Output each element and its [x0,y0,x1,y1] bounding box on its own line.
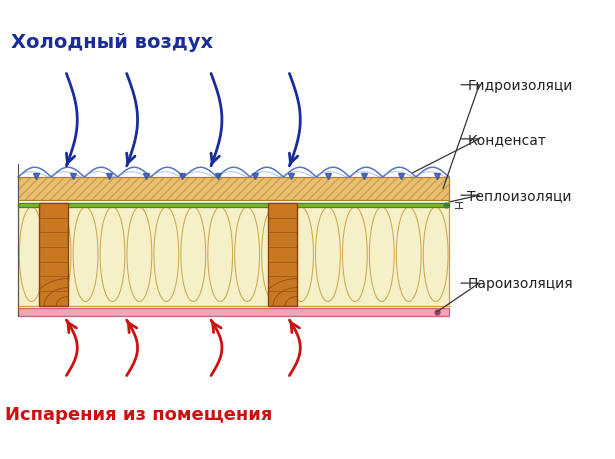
Text: Гидроизоляци: Гидроизоляци [467,78,573,93]
Bar [268,203,297,306]
Bar [39,203,68,306]
Bar [18,203,449,306]
Text: Испарения из помещения: Испарения из помещения [5,405,272,423]
Text: Теплоизоляци: Теплоизоляци [467,189,572,203]
Bar [18,178,449,200]
Text: Пароизоляция: Пароизоляция [467,276,573,291]
Text: Холодный воздух: Холодный воздух [10,34,213,52]
Text: Конденсат: Конденсат [467,133,546,146]
Bar [18,178,449,200]
Bar [18,308,449,316]
Bar [18,203,449,208]
